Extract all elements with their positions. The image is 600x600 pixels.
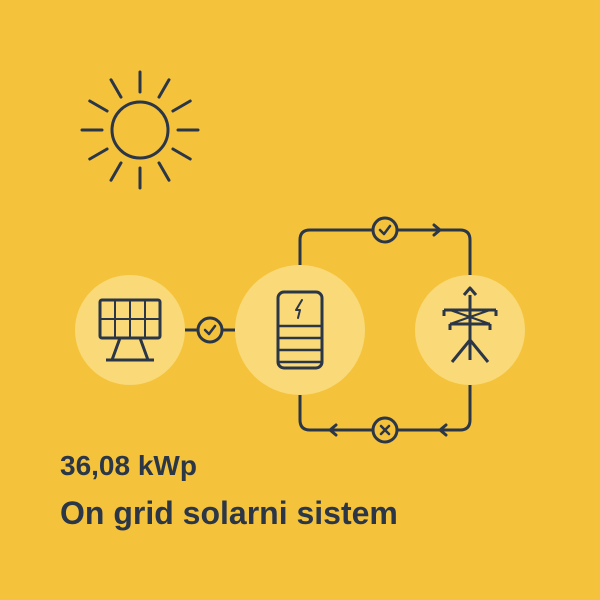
system-title: On grid solarni sistem xyxy=(60,495,398,532)
check-icon xyxy=(373,218,397,242)
sun-icon xyxy=(112,102,168,158)
power-value: 36,08 kWp xyxy=(60,450,197,482)
inverter-node xyxy=(235,265,365,395)
check-icon xyxy=(198,318,222,342)
infographic-canvas: 36,08 kWp On grid solarni sistem xyxy=(0,0,600,600)
